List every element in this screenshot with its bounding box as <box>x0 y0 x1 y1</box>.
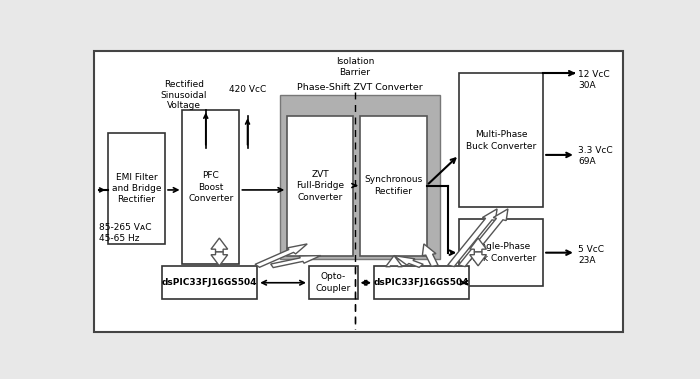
Text: 420 VᴄC: 420 VᴄC <box>229 85 266 94</box>
Text: Opto-
Coupler: Opto- Coupler <box>316 273 351 293</box>
Text: Single-Phase
Buck Converter: Single-Phase Buck Converter <box>466 243 536 263</box>
Text: Phase-Shift ZVT Converter: Phase-Shift ZVT Converter <box>298 83 423 92</box>
FancyArrow shape <box>470 238 486 252</box>
Bar <box>309 266 358 299</box>
Bar <box>280 95 440 258</box>
Bar <box>374 266 469 299</box>
Bar <box>360 116 426 255</box>
Text: PFC
Boost
Converter: PFC Boost Converter <box>188 171 234 203</box>
FancyArrow shape <box>386 255 402 267</box>
Bar <box>108 133 165 244</box>
FancyArrow shape <box>211 252 228 266</box>
Bar <box>287 116 354 255</box>
FancyArrow shape <box>470 252 486 266</box>
Text: Multi-Phase
Buck Converter: Multi-Phase Buck Converter <box>466 130 536 150</box>
Text: EMI Filter
and Bridge
Rectifier: EMI Filter and Bridge Rectifier <box>112 172 161 204</box>
FancyArrow shape <box>422 244 438 266</box>
Text: dsPIC33FJ16GS504: dsPIC33FJ16GS504 <box>374 278 469 287</box>
Text: 3.3 VᴄC
69A: 3.3 VᴄC 69A <box>578 146 613 166</box>
FancyArrow shape <box>448 209 497 266</box>
FancyArrow shape <box>394 255 424 267</box>
FancyArrow shape <box>271 255 321 268</box>
Text: 85-265 VᴀC
45-65 Hz: 85-265 VᴀC 45-65 Hz <box>99 224 152 243</box>
FancyArrow shape <box>458 209 508 266</box>
Bar <box>183 110 239 265</box>
FancyArrow shape <box>255 244 307 267</box>
Bar <box>162 266 258 299</box>
Text: Synchronous
Rectifier: Synchronous Rectifier <box>364 175 423 196</box>
FancyArrow shape <box>211 238 228 252</box>
Bar <box>459 219 543 286</box>
Text: 12 VᴄC
30A: 12 VᴄC 30A <box>578 70 610 90</box>
Text: dsPIC33FJ16GS504: dsPIC33FJ16GS504 <box>162 278 258 287</box>
Text: ZVT
Full-Bridge
Converter: ZVT Full-Bridge Converter <box>296 170 344 202</box>
Bar <box>459 73 543 207</box>
Text: Rectified
Sinusoidal
Voltage: Rectified Sinusoidal Voltage <box>161 80 207 110</box>
Text: Isolation
Barrier: Isolation Barrier <box>336 57 374 77</box>
Text: 5 VᴄC
23A: 5 VᴄC 23A <box>578 245 605 265</box>
